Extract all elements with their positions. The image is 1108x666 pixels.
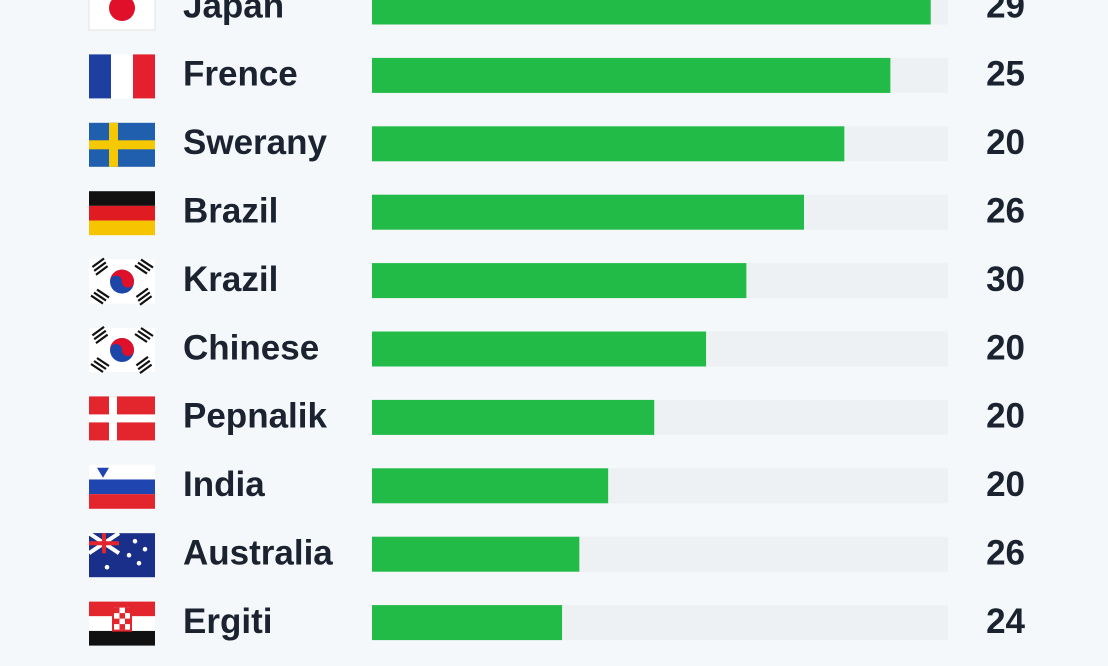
row: Ergiti 24	[89, 601, 1026, 646]
flag-stripe	[89, 191, 155, 206]
row: Swerany 20	[89, 122, 1025, 167]
row: India 20	[89, 464, 1025, 509]
bar	[372, 399, 655, 435]
bar	[372, 468, 609, 504]
value-label: 20	[986, 328, 1025, 367]
flag-trigram	[134, 327, 154, 343]
flag-stripe	[89, 494, 155, 509]
flag-disc	[109, 0, 135, 21]
flag-trigram	[134, 258, 154, 275]
flag-disc	[110, 269, 134, 288]
row: Chinese 20	[89, 325, 1025, 375]
country-name: Pepnalik	[183, 397, 327, 436]
bar	[372, 263, 747, 299]
bar	[372, 536, 580, 572]
row: Frence 25	[89, 54, 1025, 99]
flag-cross	[89, 140, 155, 150]
flag-stripe	[133, 54, 155, 99]
country-name: Brazil	[183, 191, 278, 230]
row: Australia 26	[87, 531, 1025, 578]
flag-stripe	[89, 630, 155, 646]
country-name: Japan	[183, 0, 284, 25]
flag-stripe	[89, 205, 155, 221]
flag-trigram	[91, 325, 109, 345]
bar	[372, 605, 563, 641]
flag-disc	[110, 338, 134, 356]
value-label: 30	[986, 260, 1025, 299]
flag-stripe	[89, 464, 155, 480]
country-name: Ergiti	[183, 602, 272, 641]
flag-stripe	[89, 479, 155, 495]
flag-stripe	[89, 220, 155, 236]
value-label: 20	[986, 397, 1025, 436]
flag-trigram	[90, 288, 110, 305]
flag-stripe	[111, 54, 133, 99]
flag-star	[132, 538, 138, 544]
row: Brazil 26	[89, 191, 1025, 236]
country-name: Chinese	[183, 328, 319, 367]
flag-check	[119, 624, 125, 630]
flag-trigram	[135, 287, 153, 306]
bar	[372, 194, 804, 230]
flag-stripe	[89, 54, 111, 99]
flag-emblem	[97, 467, 109, 478]
value-label: 20	[986, 123, 1025, 162]
bar	[372, 126, 845, 162]
value-label: 20	[986, 465, 1025, 504]
country-name: Australia	[183, 533, 333, 572]
flag-check	[119, 613, 125, 619]
flag-cross	[89, 414, 155, 423]
flag-star	[142, 546, 148, 552]
value-label: 24	[986, 602, 1025, 641]
value-label: 26	[986, 191, 1025, 230]
flag-check	[125, 618, 131, 625]
flag-star	[104, 564, 110, 570]
country-name: Swerany	[183, 123, 327, 162]
bar	[372, 0, 931, 25]
flag-check	[114, 607, 120, 614]
value-label: 26	[986, 533, 1025, 572]
flag-cross	[89, 533, 119, 554]
flag-check	[125, 607, 131, 614]
flag-star	[136, 560, 142, 566]
row: Krazil 30	[89, 257, 1025, 306]
row: Pepnalik 20	[89, 396, 1025, 441]
flag-trigram	[135, 355, 153, 375]
flag-star	[126, 552, 132, 558]
value-label: 29	[986, 0, 1025, 25]
country-name: Frence	[183, 55, 298, 94]
value-label: 25	[986, 55, 1025, 94]
bar	[372, 57, 891, 93]
country-name: India	[183, 465, 265, 504]
flag-check	[114, 618, 120, 625]
flag-trigram	[90, 357, 110, 373]
flag-trigram	[91, 257, 109, 276]
country-name: Krazil	[183, 260, 278, 299]
row: Japan 29	[88, 0, 1025, 31]
bar	[372, 331, 707, 367]
